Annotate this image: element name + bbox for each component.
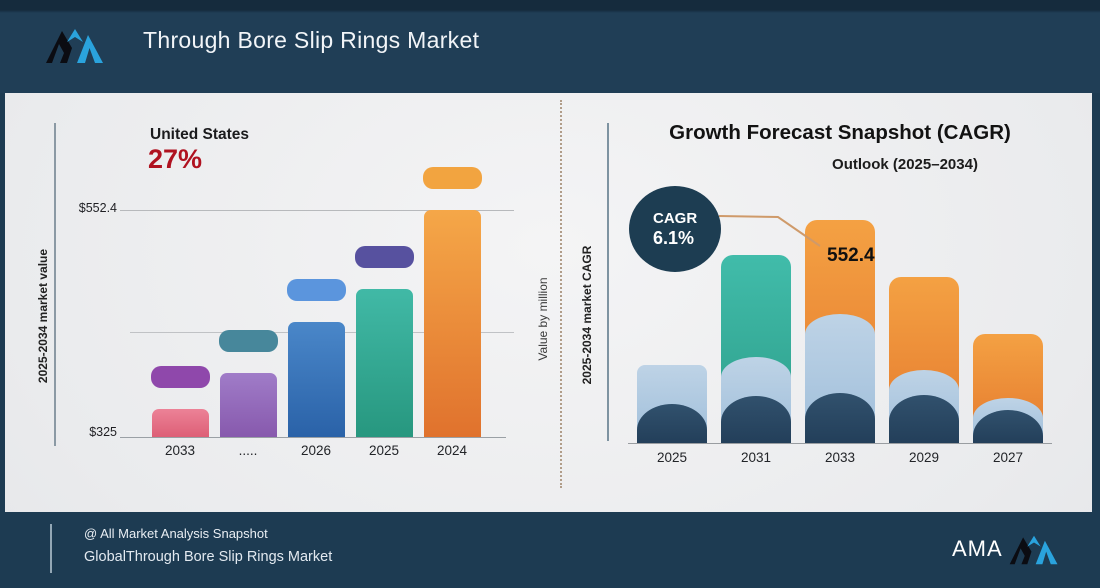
forecast-y-axis-label: 2025-2034 market CAGR — [580, 245, 594, 385]
us-y-tick-bottom: $325 — [89, 425, 117, 439]
stack-base-2029 — [889, 395, 959, 443]
left-edge-border — [0, 93, 5, 512]
bar-2025 — [356, 289, 413, 437]
us-chart-highlight: 27% — [148, 144, 203, 174]
x-tick-label: 2031 — [740, 450, 772, 465]
bar-cap-2025 — [355, 246, 414, 268]
bar-2024 — [424, 210, 481, 437]
us-y-axis-label: 2025-2034 market value — [36, 248, 50, 384]
forecast-data-label: 552.4 — [827, 245, 875, 266]
ama-logo-icon — [1009, 535, 1058, 565]
stack-base-2025 — [637, 404, 707, 443]
x-tick-label: ..... — [238, 443, 258, 458]
cagr-badge: CAGR 6.1% — [629, 186, 721, 272]
footer-market-text: GlobalThrough Bore Slip Rings Market — [84, 549, 333, 565]
x-tick-label: 2024 — [436, 443, 468, 458]
bar-cap-2024 — [423, 167, 482, 189]
us-y-axis-line — [54, 123, 56, 446]
forecast-y-axis-line — [607, 123, 609, 441]
us-plot-area: 2033..... 2026 2025 2024 — [120, 167, 510, 458]
cagr-badge-value: 6.1% — [653, 228, 695, 248]
x-tick-label: 2033 — [824, 450, 856, 465]
stack-base-2031 — [721, 396, 791, 443]
stack-base-2033 — [805, 393, 875, 443]
footer-brand-text: AMA — [952, 536, 1003, 561]
bar-2033 — [152, 409, 209, 437]
x-tick-label: 2027 — [992, 450, 1024, 465]
forecast-plot-area: 2025 2031 2033 2029 2027 — [628, 220, 1052, 465]
footer-snapshot-text: @ All Market Analysis Snapshot — [84, 526, 268, 541]
footer: @ All Market Analysis Snapshot GlobalThr… — [0, 512, 1100, 588]
x-tick-label: 2025 — [656, 450, 688, 465]
bar-..... — [220, 373, 277, 437]
us-gridline-top — [120, 210, 514, 211]
bar-cap-..... — [219, 330, 278, 352]
us-chart-title: United States — [150, 126, 250, 143]
x-tick-label: 2026 — [300, 443, 332, 458]
forecast-title: Growth Forecast Snapshot (CAGR) — [669, 121, 1011, 144]
x-tick-label: 2025 — [368, 443, 400, 458]
right-edge-border — [1092, 93, 1100, 512]
us-unit-label: Value by million — [536, 277, 550, 361]
x-tick-label: 2033 — [164, 443, 196, 458]
header: Through Bore Slip Rings Market — [0, 0, 1100, 93]
bar-cap-2033 — [151, 366, 210, 388]
us-x-axis-line — [120, 437, 506, 438]
forecast-x-axis-line — [628, 443, 1052, 444]
us-y-tick-top: $552.4 — [78, 201, 117, 215]
forecast-subtitle: Outlook (2025–2034) — [832, 156, 978, 173]
bar-2026 — [288, 322, 345, 437]
x-tick-label: 2029 — [908, 450, 940, 465]
bar-cap-2026 — [287, 279, 346, 301]
footer-divider-line — [50, 524, 52, 573]
page-title: Through Bore Slip Rings Market — [143, 27, 480, 53]
panel-divider — [560, 100, 562, 488]
ama-logo-icon — [46, 29, 103, 63]
cagr-badge-label: CAGR — [653, 210, 698, 227]
